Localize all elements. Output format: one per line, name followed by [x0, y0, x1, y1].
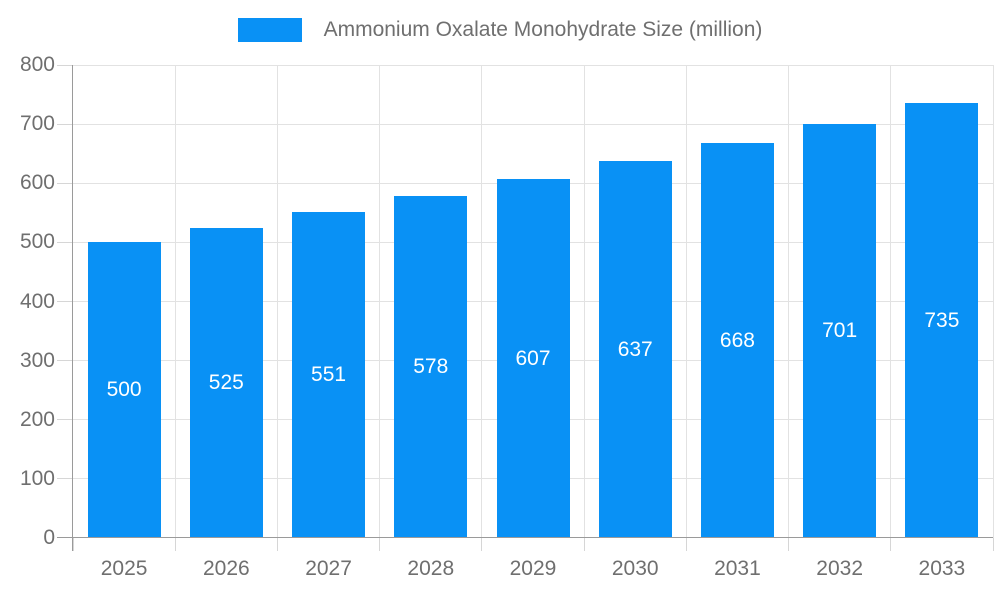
gridline-vertical: [481, 65, 483, 538]
legend-swatch: [237, 18, 302, 42]
bar[interactable]: 668: [700, 143, 774, 538]
x-tick-label: 2028: [407, 557, 455, 580]
y-axis-tick: [57, 123, 73, 125]
bar[interactable]: 607: [496, 179, 570, 538]
x-axis-tick: [72, 538, 74, 551]
bar-value-label: 500: [106, 378, 142, 402]
bar-value-label: 525: [208, 370, 244, 394]
bar-value-label: 735: [924, 308, 960, 332]
y-axis-tick: [57, 241, 73, 243]
x-tick-label: 2033: [918, 557, 966, 580]
bar-value-label: 551: [311, 363, 347, 387]
x-axis-tick: [174, 538, 176, 551]
y-axis-tick: [57, 182, 73, 184]
x-axis-tick: [685, 538, 687, 551]
x-axis-tick: [276, 538, 278, 551]
x-axis-tick: [481, 538, 483, 551]
bar-value-label: 607: [515, 346, 551, 370]
y-tick-label: 300: [19, 348, 55, 372]
x-tick-label: 2027: [305, 557, 352, 580]
x-tick-label: 2030: [611, 557, 659, 580]
bar[interactable]: 578: [394, 196, 468, 538]
bar[interactable]: 735: [905, 103, 979, 538]
x-tick-label: 2031: [714, 557, 761, 580]
y-tick-label: 100: [19, 466, 55, 490]
bar[interactable]: 637: [598, 161, 672, 538]
bar-value-label: 701: [822, 318, 858, 342]
gridline-vertical: [379, 65, 381, 538]
gridline-vertical: [992, 65, 994, 538]
y-tick-label: 600: [19, 171, 55, 195]
x-axis-tick: [992, 538, 994, 551]
y-axis-tick: [57, 360, 73, 362]
legend[interactable]: Ammonium Oxalate Monohydrate Size (milli…: [0, 18, 1000, 42]
gridline-horizontal: [73, 123, 993, 125]
bar-value-label: 637: [617, 337, 653, 361]
bar[interactable]: 525: [189, 227, 263, 538]
gridline-vertical: [890, 65, 892, 538]
gridline-vertical: [174, 65, 176, 538]
x-tick-label: 2025: [100, 557, 148, 580]
bar[interactable]: 551: [292, 212, 366, 538]
x-axis-tick: [788, 538, 790, 551]
x-tick-label: 2032: [816, 557, 864, 580]
y-axis-tick: [57, 478, 73, 480]
y-tick-label: 500: [19, 230, 55, 254]
y-tick-label: 800: [19, 53, 55, 76]
y-axis-tick: [57, 419, 73, 421]
y-tick-label: 0: [43, 526, 55, 549]
x-axis-tick: [379, 538, 381, 551]
gridline-horizontal: [73, 64, 993, 66]
y-tick-label: 200: [19, 407, 55, 431]
y-tick-label: 400: [19, 289, 55, 313]
y-axis-tick: [57, 64, 73, 66]
y-axis-tick: [57, 301, 73, 302]
gridline-vertical: [583, 65, 585, 538]
x-axis-tick: [890, 538, 892, 551]
x-tick-label: 2029: [509, 557, 557, 580]
bar[interactable]: 500: [87, 242, 161, 538]
legend-label: Ammonium Oxalate Monohydrate Size (milli…: [323, 18, 763, 41]
y-axis-line: [72, 65, 73, 551]
bar-value-label: 668: [719, 328, 755, 352]
x-axis-tick: [583, 538, 585, 551]
x-axis-line: [57, 537, 993, 538]
y-tick-label: 700: [19, 112, 55, 136]
gridline-vertical: [685, 65, 687, 538]
gridline-vertical: [788, 65, 790, 538]
x-tick-label: 2026: [202, 557, 250, 580]
bar-value-label: 578: [413, 355, 449, 379]
bar[interactable]: 701: [803, 123, 877, 538]
gridline-vertical: [276, 65, 278, 538]
